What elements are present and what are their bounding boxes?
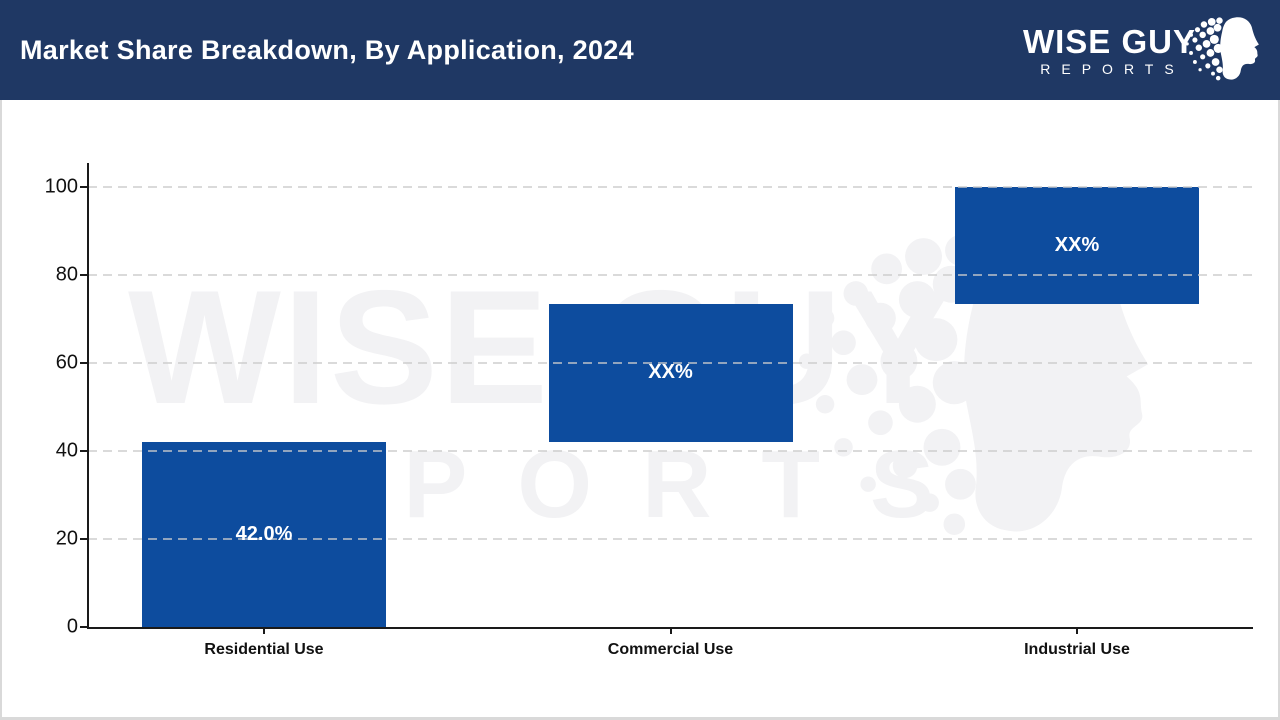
x-category-label: Commercial Use xyxy=(607,641,734,658)
y-tick-label: 100 xyxy=(44,175,78,198)
wise-guy-logo: WISE GUY REPORTS xyxy=(1023,6,1266,96)
x-category-label: Industrial Use xyxy=(1024,641,1130,658)
header: Market Share Breakdown, By Application, … xyxy=(0,0,1280,100)
page-title: Market Share Breakdown, By Application, … xyxy=(20,34,634,65)
page-frame-right xyxy=(1278,100,1280,720)
logo-wordmark-line2: REPORTS xyxy=(1040,61,1185,78)
x-tick-mark xyxy=(1076,627,1078,634)
x-tick-mark xyxy=(669,627,672,634)
page-frame-bottom xyxy=(0,717,1280,720)
y-gridline xyxy=(88,274,1253,276)
y-tick-mark xyxy=(80,626,88,628)
y-gridline xyxy=(88,362,1253,364)
y-tick-mark xyxy=(80,450,88,452)
y-tick-mark xyxy=(80,538,88,540)
y-tick-label: 60 xyxy=(55,351,78,374)
x-tick-mark xyxy=(263,627,265,634)
y-tick-mark xyxy=(80,274,88,276)
y-tick-mark xyxy=(80,362,88,364)
x-category-label: Residential Use xyxy=(204,641,324,658)
waterfall-bar xyxy=(142,442,386,627)
y-tick-label: 40 xyxy=(55,439,78,462)
page-frame-left xyxy=(0,100,2,718)
watermark-text-line1: WISE GUY xyxy=(128,257,955,438)
y-tick-label: 0 xyxy=(66,615,78,638)
y-tick-label: 80 xyxy=(55,263,78,286)
y-gridline xyxy=(88,450,1253,452)
waterfall-bar xyxy=(548,303,793,443)
bar-value-label: XX% xyxy=(648,361,693,384)
logo-wordmark: WISE GUY REPORTS xyxy=(1022,22,1196,78)
y-gridline xyxy=(88,186,1253,188)
y-tick-label: 20 xyxy=(55,527,78,550)
y-axis-spine xyxy=(87,163,89,629)
logo-wordmark-line1: WISE GUY xyxy=(1022,22,1196,60)
dotted-head-icon xyxy=(1182,9,1266,93)
waterfall-chart: WISE GUY REPORTS 0 20 40 60 80 100 42.0% Reside… xyxy=(0,100,1280,720)
y-gridline xyxy=(88,538,1253,540)
bar-value-label: 42.0% xyxy=(235,523,293,546)
y-tick-mark xyxy=(80,186,88,188)
x-axis-spine xyxy=(87,627,1253,629)
bar-value-label: XX% xyxy=(1054,233,1100,256)
